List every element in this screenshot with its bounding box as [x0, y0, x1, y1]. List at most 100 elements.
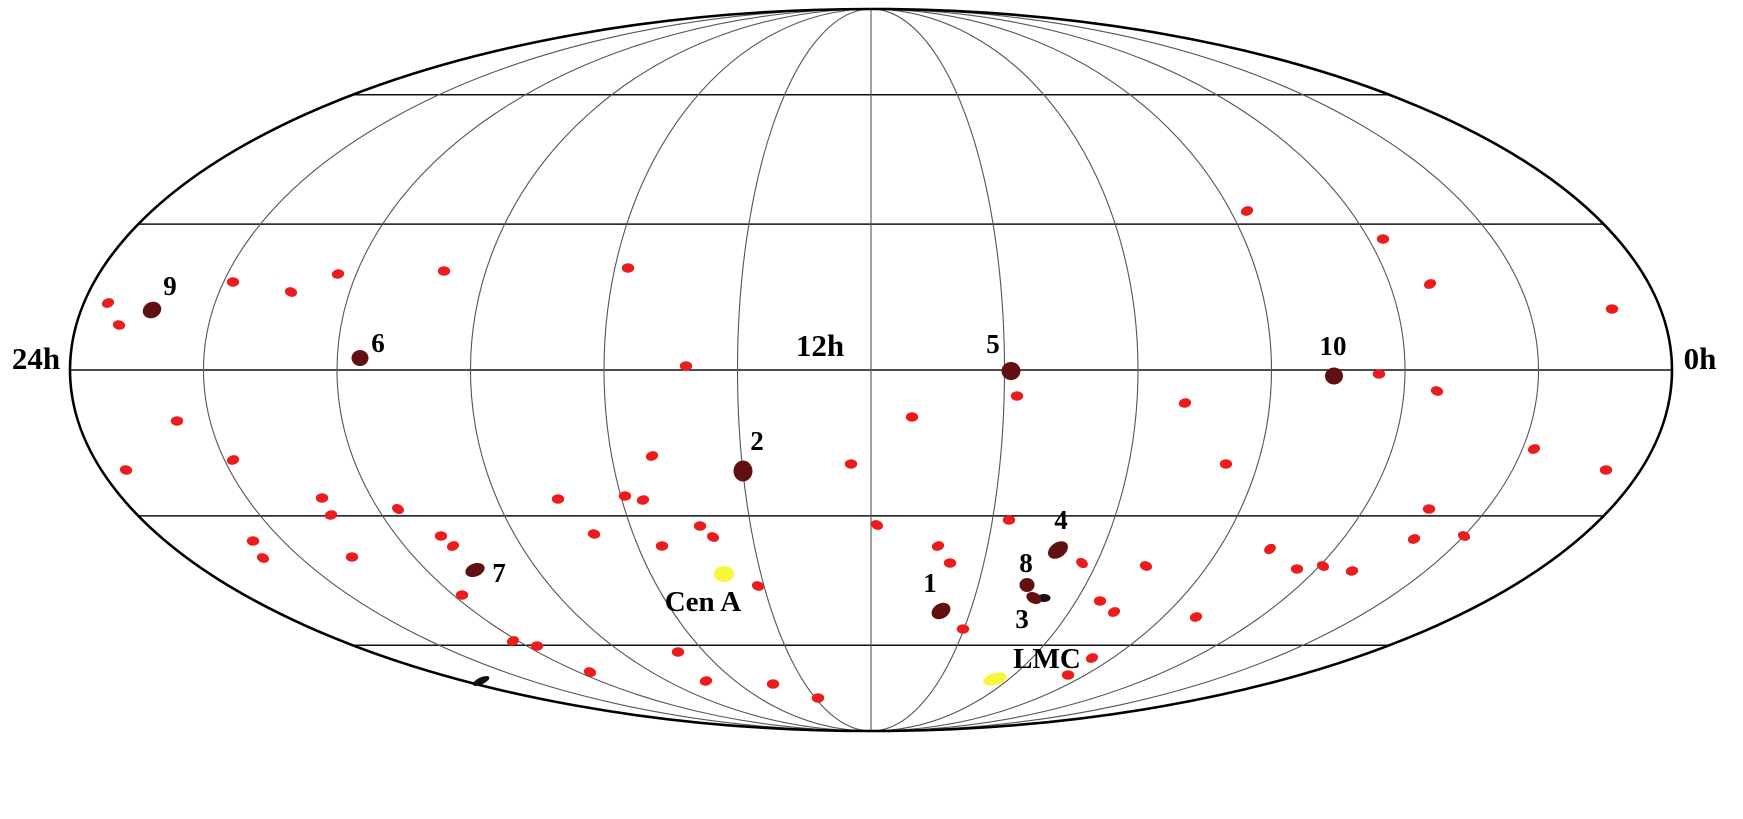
source-dot-2	[733, 460, 753, 482]
event-dot	[112, 320, 126, 330]
event-dot	[101, 298, 115, 308]
source-dot-6	[351, 350, 369, 366]
event-dot	[679, 361, 693, 371]
source-label-5: 5	[986, 329, 1000, 359]
event-dot	[1422, 504, 1436, 514]
event-dot	[1093, 596, 1107, 606]
event-dot	[226, 455, 240, 465]
event-dot	[931, 541, 945, 551]
event-dot	[706, 532, 720, 542]
source-label-9: 9	[163, 271, 177, 301]
reference-label-cen-a: Cen A	[665, 586, 742, 618]
event-dot	[811, 693, 825, 703]
event-dot	[1061, 670, 1075, 680]
event-dot	[1010, 391, 1024, 401]
event-dot	[455, 590, 469, 600]
source-label-1: 1	[923, 568, 937, 598]
event-dot	[621, 263, 635, 273]
source-label-7: 7	[492, 558, 506, 588]
event-dot	[437, 266, 451, 276]
event-dot	[551, 494, 565, 504]
event-dot	[345, 552, 359, 562]
reference-dot-cen-a	[714, 566, 734, 582]
event-dot	[943, 558, 957, 568]
event-dot	[1345, 566, 1359, 576]
event-dot	[956, 624, 970, 634]
source-dot-5	[1001, 362, 1021, 380]
event-dot	[1076, 557, 1088, 569]
event-dot	[1527, 444, 1541, 454]
event-dot	[1178, 398, 1192, 408]
source-label-8: 8	[1019, 548, 1033, 578]
black-dot	[472, 676, 490, 686]
event-dot	[1430, 386, 1444, 396]
event-dot	[583, 667, 597, 677]
source-label-2: 2	[750, 426, 764, 456]
event-dot	[1085, 653, 1099, 663]
source-dot-1	[931, 602, 951, 620]
axis-label-12h: 12h	[796, 328, 844, 363]
event-dot	[1599, 465, 1613, 475]
event-dot	[1240, 206, 1254, 216]
reference-dot-lmc	[983, 672, 1007, 686]
event-dot	[256, 553, 270, 563]
event-dot	[434, 531, 448, 541]
source-dot-9	[142, 301, 162, 319]
source-dot-3	[1026, 591, 1042, 605]
projection-outline	[68, 7, 1674, 733]
event-dot	[1605, 304, 1619, 314]
source-label-3: 3	[1015, 604, 1029, 634]
source-dot-10	[1325, 367, 1343, 385]
event-dot	[1139, 561, 1153, 571]
event-dot	[1372, 369, 1386, 379]
event-dot	[645, 451, 659, 461]
source-dot-8	[1019, 578, 1035, 592]
source-dots-layer	[142, 301, 1343, 686]
event-dot	[226, 277, 240, 287]
event-dot	[1219, 459, 1233, 469]
event-dot	[1002, 515, 1016, 525]
event-dot	[1264, 543, 1276, 555]
event-dot	[506, 636, 520, 646]
event-dot	[119, 465, 133, 475]
event-dot	[315, 493, 329, 503]
event-dot	[1423, 279, 1437, 289]
reference-label-lmc: LMC	[1013, 643, 1081, 675]
event-dot	[636, 495, 650, 505]
event-dot	[324, 510, 338, 520]
event-dot	[699, 676, 713, 686]
axis-label-0h: 0h	[1684, 341, 1717, 376]
source-label-6: 6	[371, 328, 385, 358]
event-dot	[1316, 561, 1330, 571]
event-dot	[1189, 612, 1203, 622]
event-dot	[693, 521, 707, 531]
graticule	[68, 7, 1674, 733]
event-dot	[766, 679, 780, 689]
source-label-10: 10	[1320, 331, 1347, 361]
event-dot	[1407, 534, 1421, 544]
source-label-4: 4	[1054, 505, 1068, 535]
event-dot	[170, 416, 184, 426]
event-dot	[530, 641, 544, 651]
labels-layer: 1 2 3 4 5 6 7 8 9 10 Cen A LMC 24h 12h 0h	[12, 271, 1717, 675]
event-dot	[392, 503, 404, 515]
event-dot	[1107, 607, 1121, 617]
event-dot	[1457, 531, 1471, 541]
event-dot	[331, 269, 345, 279]
event-dot	[284, 287, 298, 297]
event-dot	[751, 581, 765, 591]
event-dot	[870, 520, 884, 530]
event-dot	[655, 541, 669, 551]
axis-label-24h: 24h	[12, 341, 60, 376]
event-dot	[1290, 564, 1304, 574]
event-dot	[1376, 234, 1390, 244]
event-dots-layer	[101, 206, 1619, 703]
event-dot	[671, 647, 685, 657]
event-dot	[246, 536, 260, 546]
event-dot	[618, 491, 632, 501]
source-dot-4	[1048, 541, 1068, 559]
event-dot	[446, 541, 460, 551]
event-dot	[587, 529, 601, 539]
